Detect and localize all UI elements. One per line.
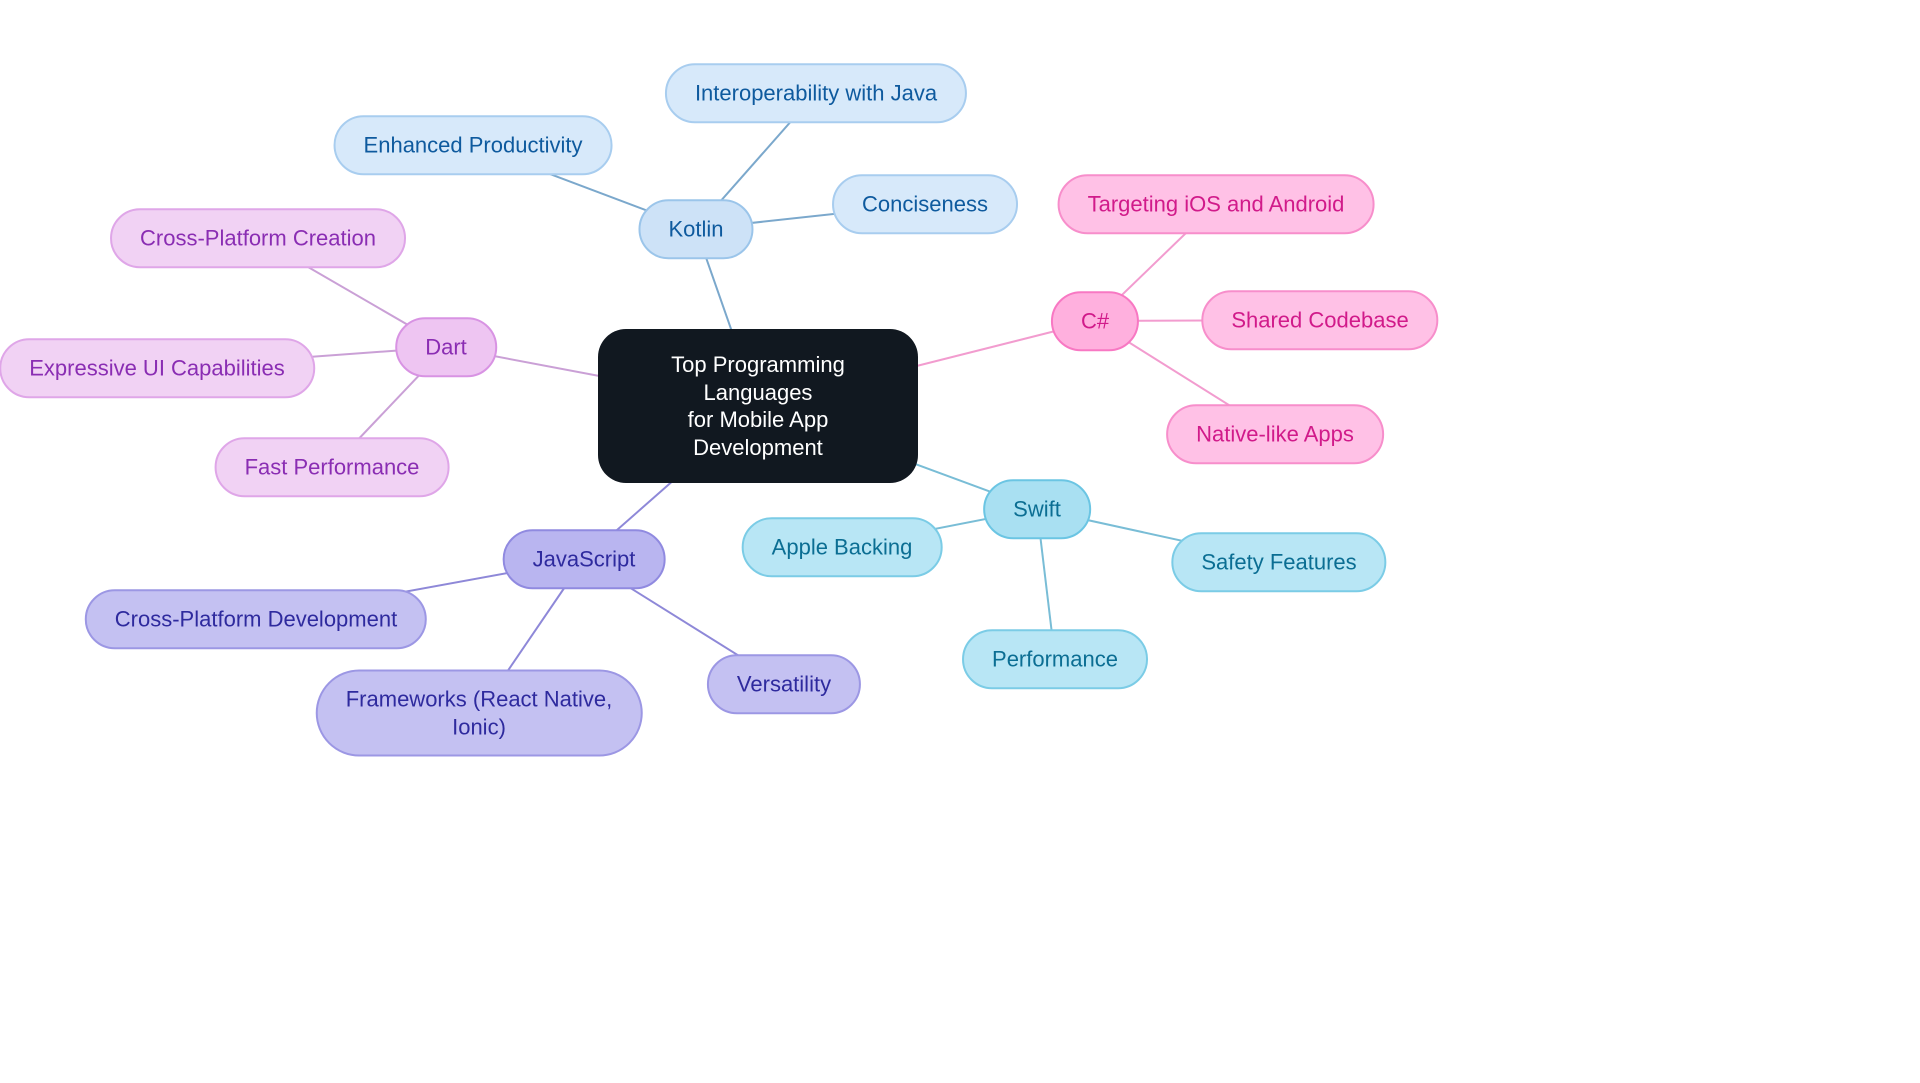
leaf-swift-2: Performance [962, 629, 1148, 689]
hub-csharp: C# [1051, 291, 1139, 351]
leaf-javascript-0: Versatility [707, 654, 861, 714]
leaf-swift-0: Apple Backing [742, 517, 943, 577]
leaf-csharp-0: Targeting iOS and Android [1058, 174, 1375, 234]
leaf-javascript-2: Frameworks (React Native, Ionic) [316, 670, 643, 757]
leaf-csharp-1: Shared Codebase [1201, 290, 1438, 350]
leaf-kotlin-0: Enhanced Productivity [334, 115, 613, 175]
leaf-dart-0: Cross-Platform Creation [110, 208, 406, 268]
leaf-csharp-2: Native-like Apps [1166, 404, 1384, 464]
leaf-kotlin-2: Conciseness [832, 174, 1018, 234]
leaf-dart-1: Expressive UI Capabilities [0, 338, 315, 398]
center-node: Top Programming Languages for Mobile App… [598, 329, 918, 483]
leaf-kotlin-1: Interoperability with Java [665, 63, 967, 123]
edge-layer [0, 0, 1920, 1083]
hub-javascript: JavaScript [503, 529, 666, 589]
mindmap-canvas: Top Programming Languages for Mobile App… [0, 0, 1920, 1083]
leaf-javascript-1: Cross-Platform Development [85, 589, 427, 649]
hub-dart: Dart [395, 317, 497, 377]
leaf-dart-2: Fast Performance [215, 437, 450, 497]
hub-kotlin: Kotlin [638, 199, 753, 259]
hub-swift: Swift [983, 479, 1091, 539]
leaf-swift-1: Safety Features [1171, 532, 1386, 592]
